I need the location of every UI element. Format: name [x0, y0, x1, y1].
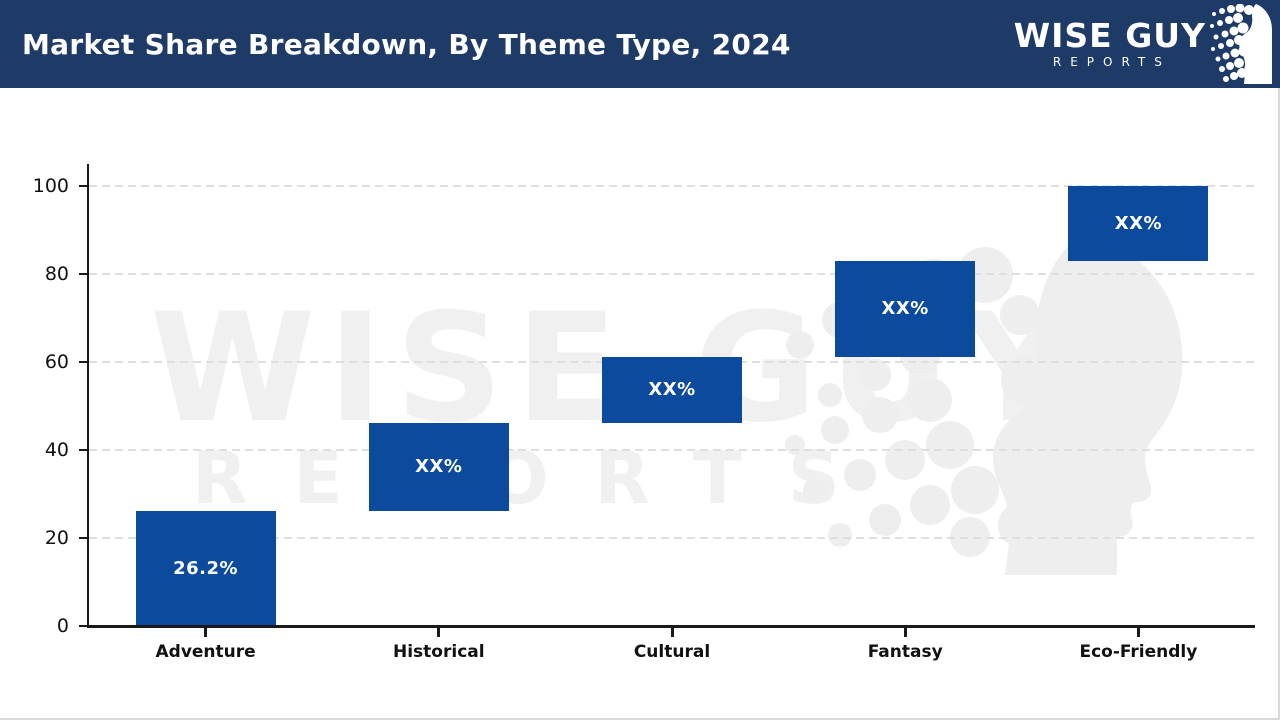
header-bar: Market Share Breakdown, By Theme Type, 2… — [0, 0, 1280, 88]
x-axis-tick — [903, 628, 907, 637]
category-label-historical: Historical — [393, 642, 485, 662]
chart-area: WISE GUY REPORTS 02040608010026.2%Advent… — [0, 88, 1280, 718]
category-label-fantasy: Fantasy — [867, 642, 943, 662]
bar-value-label: 26.2% — [173, 557, 239, 579]
gridline — [89, 537, 1255, 539]
logo-subtitle: REPORTS — [1052, 55, 1171, 70]
x-axis-tick — [204, 628, 208, 637]
bar-eco-friendly: XX% — [1068, 186, 1209, 261]
logo-face-icon — [1210, 4, 1272, 84]
page-bottom-border — [0, 718, 1280, 720]
category-label-adventure: Adventure — [155, 642, 256, 662]
gridline — [89, 449, 1255, 451]
bar-adventure: 26.2% — [135, 510, 276, 626]
x-axis-tick — [670, 628, 674, 637]
x-axis-tick — [1136, 628, 1140, 637]
y-axis-tick — [79, 273, 89, 275]
x-axis-line — [87, 625, 1255, 628]
y-axis-tick — [79, 449, 89, 451]
y-axis-tick — [79, 361, 89, 363]
gridline — [89, 185, 1255, 187]
logo-text: WISE GUY REPORTS — [1013, 15, 1206, 70]
y-axis-tick-label: 60 — [44, 351, 69, 373]
bar-cultural: XX% — [602, 356, 742, 423]
gridline — [89, 273, 1255, 275]
bar-value-label: XX% — [881, 298, 929, 320]
page-title: Market Share Breakdown, By Theme Type, 2… — [22, 27, 791, 61]
y-axis-tick-label: 0 — [56, 615, 69, 637]
plot-area: 0 20 40 60 80 100 26.2% Adventure XX% Historical X… — [33, 165, 1255, 662]
category-label-cultural: Cultural — [633, 642, 711, 662]
bar-value-label: XX% — [415, 456, 463, 478]
y-axis-line — [87, 164, 89, 628]
y-axis-tick — [79, 537, 89, 539]
bar-value-label: XX% — [1114, 212, 1163, 234]
bar-value-label: XX% — [648, 379, 696, 401]
x-axis-tick — [437, 628, 441, 637]
bar-historical: XX% — [368, 422, 509, 511]
y-axis-tick — [79, 625, 89, 627]
y-axis-tick-label: 20 — [44, 527, 69, 549]
logo-wordmark: WISE GUY — [1013, 15, 1206, 55]
bar-fantasy: XX% — [835, 260, 976, 357]
category-label-eco-friendly: Eco-Friendly — [1079, 642, 1198, 662]
y-axis-tick-label: 40 — [44, 439, 69, 461]
page-right-border — [1278, 88, 1280, 720]
y-axis-tick — [79, 185, 89, 187]
wise-guy-logo: WISE GUY REPORTS — [1014, 4, 1280, 84]
y-axis-tick-label: 100 — [32, 175, 69, 197]
y-axis-tick-label: 80 — [44, 263, 69, 285]
